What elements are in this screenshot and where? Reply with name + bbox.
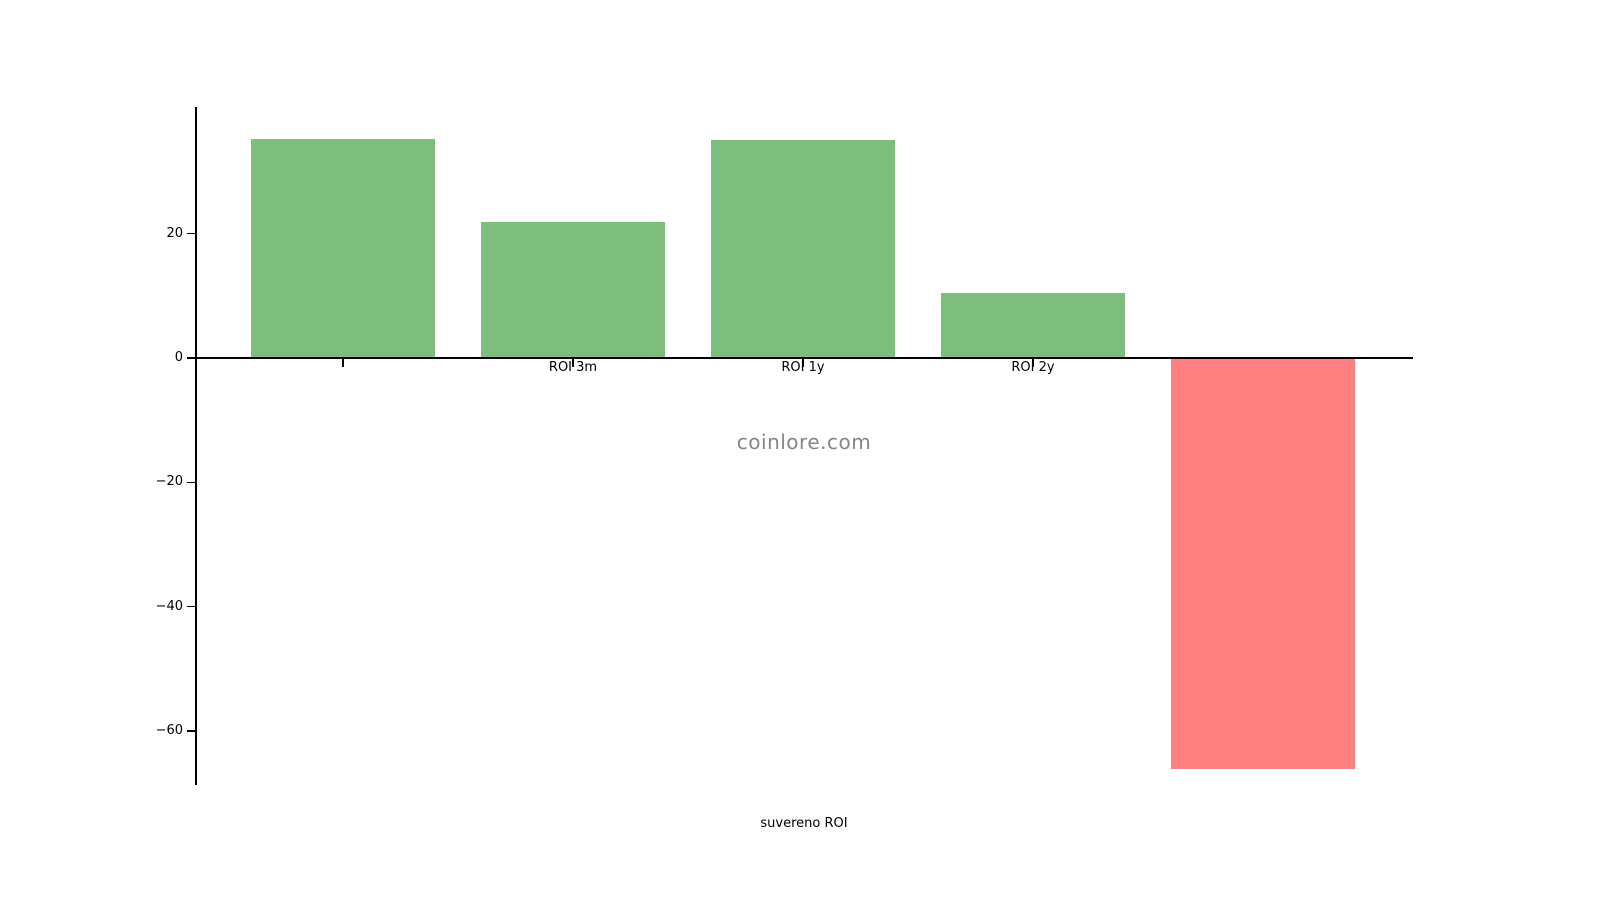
positive-roi-bar [251, 139, 435, 358]
y-tick-mark [187, 232, 195, 235]
chart-title: suvereno ROI [760, 816, 848, 831]
y-tick-mark [187, 605, 195, 608]
x-tick-mark [1032, 358, 1034, 367]
positive-roi-bar [711, 139, 895, 358]
y-tick-mark [187, 730, 195, 732]
x-tick-mark [342, 358, 344, 367]
y-tick-label: 20 [166, 225, 183, 241]
x-tick-label: ROI 3m [548, 360, 598, 375]
y-tick-label: −40 [155, 598, 183, 614]
y-tick-label: −60 [155, 723, 183, 738]
y-tick-mark [187, 481, 195, 484]
watermark: coinlore.com [736, 430, 872, 454]
x-axis-zero-line [195, 357, 1413, 359]
negative-roi-bar [1171, 359, 1355, 769]
y-tick-label: −20 [155, 474, 183, 490]
positive-roi-bar [941, 292, 1125, 358]
y-tick-mark [187, 357, 195, 359]
x-tick-mark [802, 358, 804, 367]
x-tick-label: ROI 2y [1011, 360, 1055, 375]
positive-roi-bar [481, 222, 665, 358]
x-tick-label: ROI 1y [781, 360, 825, 375]
y-tick-label: 0 [174, 350, 183, 365]
x-tick-mark [572, 358, 574, 367]
y-axis-line [195, 107, 197, 785]
